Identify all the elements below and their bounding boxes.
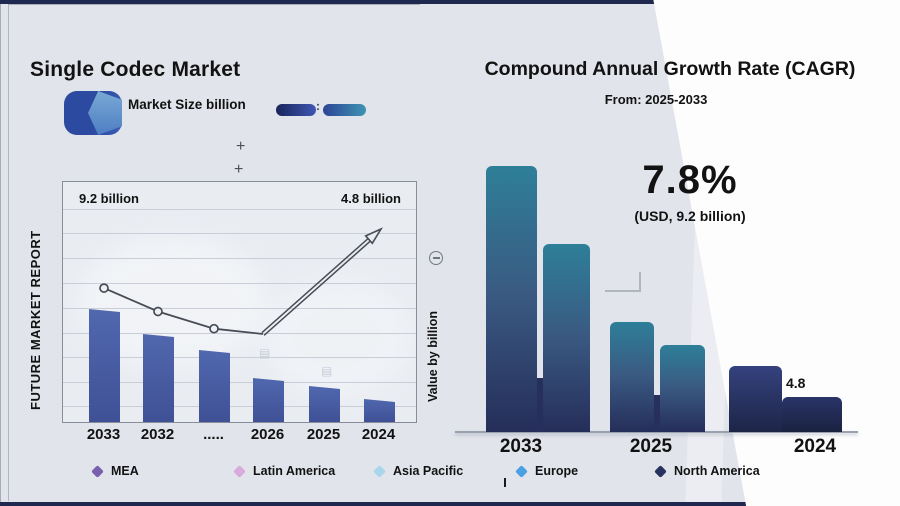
bar-gap-filler <box>537 378 543 432</box>
end-value-annotation: 4.8 billion <box>341 191 401 206</box>
plus-mark-icon: + <box>234 161 244 178</box>
x-label-2025: 2025 <box>629 436 673 457</box>
cagr-subtitle: From: 2025-2033 <box>604 92 708 107</box>
frame-line-left <box>8 4 9 501</box>
frame-line-top <box>8 4 420 5</box>
start-value-annotation: 9.2 billion <box>79 191 139 206</box>
ratio-pill-left <box>276 104 316 116</box>
legend-label: Latin America <box>253 464 336 478</box>
bar-2033 <box>89 309 120 422</box>
corner-decoration <box>639 272 641 292</box>
legend-diamond-icon <box>373 464 386 478</box>
cagr-basis: (USD, 9.2 billion) <box>634 208 746 224</box>
bar-2033-regional-high <box>486 166 537 432</box>
corner-decoration <box>605 290 641 292</box>
value-axis-label: Value by billion <box>426 311 440 403</box>
gridline <box>63 357 416 358</box>
bar-2032 <box>143 334 174 422</box>
circled-minus-icon <box>429 251 443 265</box>
gridline <box>63 308 416 309</box>
x-label-.....: ..... <box>203 426 224 443</box>
gridline <box>63 406 416 407</box>
x-label-2024: 2024 <box>361 426 396 443</box>
tick-mark <box>504 478 506 487</box>
gridline <box>63 333 416 334</box>
gridline <box>63 209 416 210</box>
bar-..... <box>199 350 230 422</box>
bar-2024-regional-high <box>729 366 782 432</box>
gridline <box>63 258 416 259</box>
cagr-value: 7.8% <box>642 158 738 202</box>
series-label: Market Size billion <box>128 97 246 112</box>
page-title: Single Codec Market <box>30 58 241 81</box>
bar-gap-filler <box>654 395 660 432</box>
bar-2033-regional-low <box>543 244 590 432</box>
legend-item-north-america: North America <box>654 464 760 478</box>
x-label-2025: 2025 <box>306 426 341 443</box>
gridline <box>63 283 416 284</box>
legend-label: Europe <box>535 464 579 478</box>
bar-2024 <box>364 399 395 422</box>
bottom-navy-strip <box>0 502 900 506</box>
ratio-separator: : <box>316 99 320 113</box>
cagr-title: Compound Annual Growth Rate (CAGR) <box>484 58 856 80</box>
top-navy-strip <box>0 0 656 4</box>
gridline <box>63 233 416 234</box>
ratio-pill-right <box>323 104 366 116</box>
x-label-2033: 2033 <box>86 426 121 443</box>
trend-line-arrow <box>99 227 384 336</box>
legend-item-latin-america: Latin America <box>233 464 336 478</box>
x-label-2024: 2024 <box>793 436 837 457</box>
bar-2026 <box>253 378 284 422</box>
legend-diamond-icon <box>233 464 246 478</box>
bar-2025-regional-high <box>610 322 654 432</box>
gridline <box>63 382 416 383</box>
legend-item-europe: Europe <box>515 464 579 478</box>
x-axis-line <box>455 431 858 433</box>
bar-2025 <box>309 386 340 422</box>
watermark-future-market-report: FUTURE MARKET REPORT <box>28 230 43 410</box>
market-size-plot: ▤ ▤ 9.2 billion 4.8 billion <box>62 181 417 423</box>
faint-grid-icon: ▤ <box>321 364 333 378</box>
legend-diamond-icon <box>654 464 667 478</box>
legend-item-asia-pacific: Asia Pacific <box>373 464 464 478</box>
legend-item-mea: MEA <box>91 464 139 478</box>
legend-label: MEA <box>111 464 139 478</box>
legend-label: North America <box>674 464 760 478</box>
legend-diamond-icon <box>91 464 104 478</box>
x-label-2033: 2033 <box>499 436 543 457</box>
legend-diamond-icon <box>515 464 528 478</box>
faint-grid-icon: ▤ <box>259 346 271 360</box>
x-label-2032: 2032 <box>140 426 175 443</box>
value-annotation-2024: 4.8 <box>786 375 806 391</box>
bar-2024-regional-low <box>782 397 842 432</box>
x-label-2026: 2026 <box>250 426 285 443</box>
legend-label: Asia Pacific <box>393 464 464 478</box>
background-blob <box>263 277 413 397</box>
bar-2025-regional-low <box>660 345 705 432</box>
database-cylinder-icon <box>64 91 122 135</box>
plus-mark-icon: + <box>236 138 246 155</box>
cagr-bar-chart: 4.8 2033 2025 2024 <box>455 160 865 460</box>
